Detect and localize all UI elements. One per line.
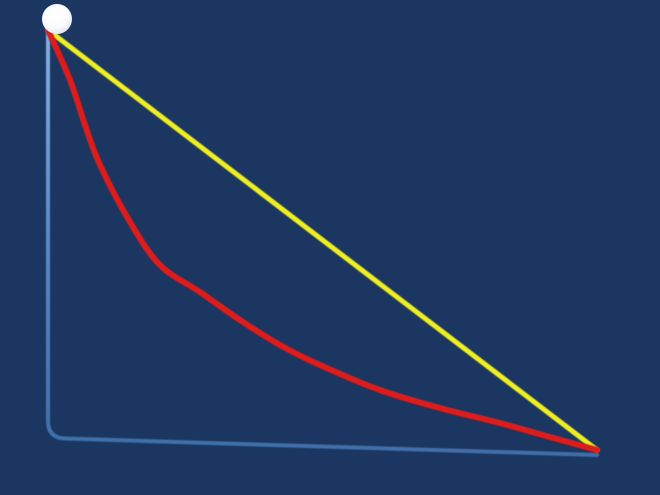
curved-path-line <box>45 27 600 453</box>
straight-path-line <box>45 27 600 453</box>
ball-marker <box>42 4 72 34</box>
stepped-path-line <box>46 28 599 457</box>
